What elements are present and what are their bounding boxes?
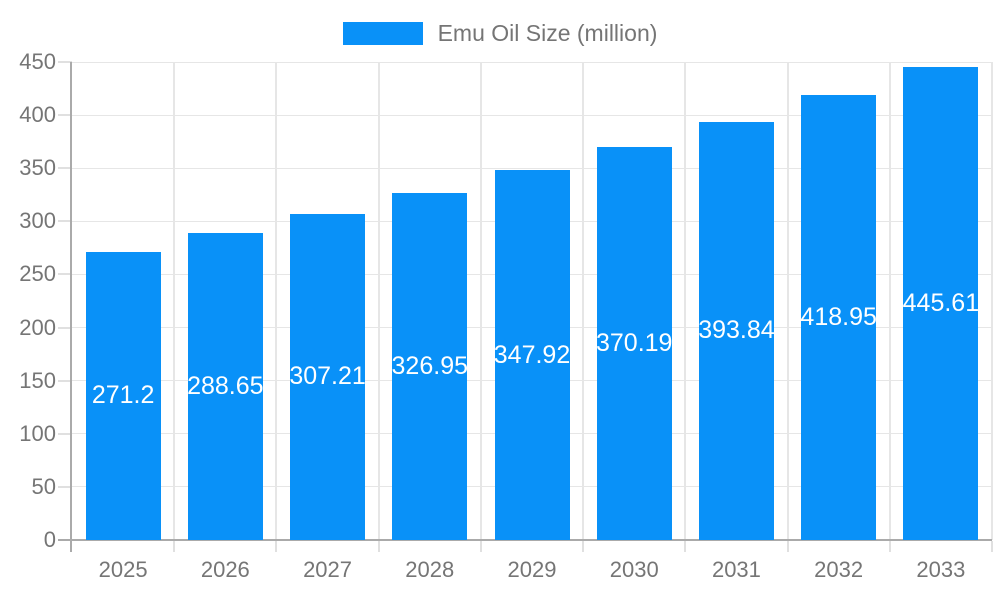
bar[interactable]: 370.19 <box>595 146 673 540</box>
y-axis-label: 0 <box>43 527 56 552</box>
v-gridline <box>888 62 891 540</box>
y-axis-label: 50 <box>31 473 56 499</box>
y-axis-label: 400 <box>19 102 56 128</box>
bar-value-label: 347.92 <box>493 340 571 369</box>
bar[interactable]: 347.92 <box>493 170 571 540</box>
v-gridline <box>684 62 687 540</box>
bar[interactable]: 418.95 <box>800 94 877 540</box>
y-tick <box>58 167 72 170</box>
y-tick <box>58 61 72 63</box>
y-axis-label: 250 <box>19 261 56 287</box>
v-gridline <box>582 62 585 540</box>
x-tick <box>479 541 482 552</box>
x-axis-line <box>58 539 992 541</box>
bar[interactable]: 288.65 <box>187 233 264 540</box>
bar-value-label: 393.84 <box>698 316 775 345</box>
bar-value-label: 370.19 <box>595 328 673 357</box>
v-gridline <box>275 62 278 540</box>
v-gridline <box>479 62 482 540</box>
bar-value-label: 445.61 <box>902 288 980 317</box>
bar-value-label: 418.95 <box>800 302 877 331</box>
x-axis-label: 2033 <box>916 557 966 582</box>
bar[interactable]: 445.61 <box>902 66 980 540</box>
x-axis-label: 2029 <box>507 557 557 582</box>
x-tick <box>991 541 993 552</box>
bar-value-label: 288.65 <box>187 372 264 401</box>
h-gridline <box>72 167 992 169</box>
x-tick <box>888 541 891 552</box>
y-tick <box>58 220 72 223</box>
bar[interactable]: 326.95 <box>391 192 468 540</box>
v-gridline <box>377 62 380 540</box>
x-axis-label: 2025 <box>98 557 148 582</box>
y-tick <box>58 114 72 117</box>
y-axis-label: 300 <box>19 208 56 234</box>
x-tick <box>275 541 278 552</box>
bar[interactable]: 393.84 <box>698 121 775 540</box>
bar-value-label: 271.2 <box>91 381 155 410</box>
x-tick <box>173 541 176 552</box>
x-axis-label: 2028 <box>405 557 455 582</box>
bar-value-label: 326.95 <box>391 351 468 380</box>
x-tick <box>377 541 380 552</box>
y-axis-label: 200 <box>19 314 56 340</box>
h-gridline <box>72 114 992 116</box>
y-tick <box>58 326 72 329</box>
v-gridline <box>173 62 176 540</box>
v-gridline <box>991 62 993 540</box>
h-gridline <box>72 61 992 63</box>
y-axis-label: 150 <box>19 367 56 393</box>
y-tick <box>58 273 72 276</box>
x-tick <box>786 541 789 552</box>
x-axis-label: 2026 <box>200 557 250 582</box>
x-tick <box>582 541 585 552</box>
y-tick <box>58 485 72 488</box>
y-axis-label: 450 <box>19 49 56 74</box>
bar-value-label: 307.21 <box>289 362 366 391</box>
y-tick <box>58 379 72 382</box>
y-axis-label: 100 <box>19 420 56 446</box>
bar[interactable]: 271.2 <box>85 251 161 540</box>
y-axis-line <box>70 62 72 552</box>
legend-swatch <box>342 21 423 45</box>
x-axis-label: 2030 <box>609 557 659 582</box>
x-axis-label: 2031 <box>711 557 761 582</box>
x-tick <box>684 541 687 552</box>
y-tick <box>58 432 72 435</box>
x-axis-label: 2027 <box>303 557 353 582</box>
legend-label: Emu Oil Size (million) <box>437 19 658 46</box>
x-axis-label: 2032 <box>814 557 864 582</box>
y-axis-label: 350 <box>19 155 56 181</box>
bar[interactable]: 307.21 <box>289 213 366 540</box>
legend-item[interactable]: Emu Oil Size (million) <box>0 20 1000 46</box>
v-gridline <box>786 62 789 540</box>
